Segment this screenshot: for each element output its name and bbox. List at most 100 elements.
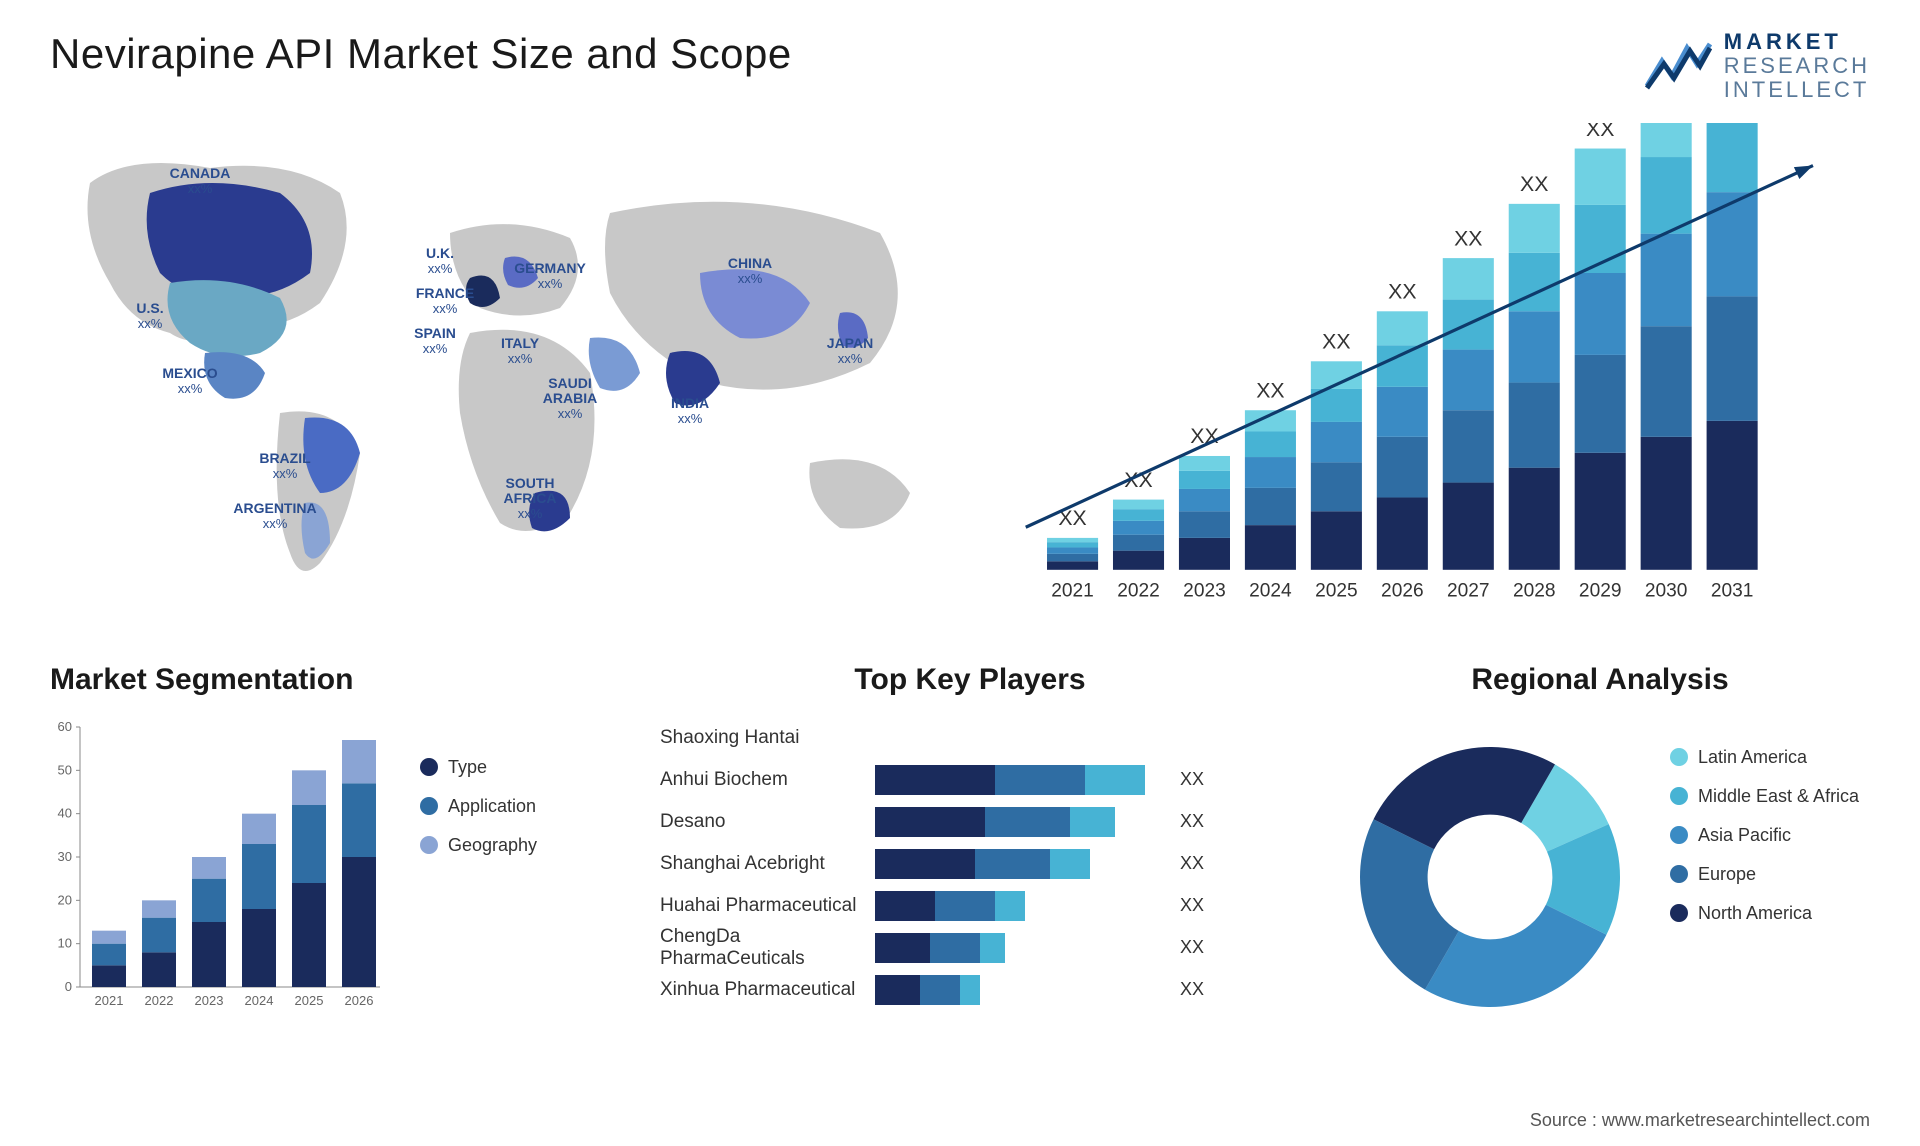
svg-text:SOUTH: SOUTH [506, 475, 555, 491]
player-bar [875, 723, 1165, 753]
legend-item: Asia Pacific [1670, 825, 1870, 846]
svg-text:60: 60 [58, 719, 72, 734]
svg-text:2025: 2025 [295, 993, 324, 1008]
svg-text:2030: 2030 [1645, 580, 1688, 601]
svg-text:2022: 2022 [1117, 580, 1160, 601]
svg-text:xx%: xx% [423, 341, 448, 356]
svg-text:XX: XX [1520, 172, 1548, 196]
svg-text:XX: XX [1454, 226, 1482, 250]
player-bar [875, 807, 1165, 837]
player-bar-segment [875, 849, 975, 879]
svg-text:xx%: xx% [263, 516, 288, 531]
svg-text:GERMANY: GERMANY [514, 260, 586, 276]
logo-text-3: INTELLECT [1724, 78, 1870, 102]
player-value: XX [1180, 811, 1204, 832]
player-bar-segment [930, 933, 980, 963]
logo-text-2: RESEARCH [1724, 54, 1870, 78]
svg-text:xx%: xx% [178, 381, 203, 396]
svg-text:xx%: xx% [738, 271, 763, 286]
svg-text:ARGENTINA: ARGENTINA [233, 500, 316, 516]
svg-text:0: 0 [65, 979, 72, 994]
player-bar-segment [995, 765, 1085, 795]
player-value: XX [1180, 769, 1204, 790]
svg-text:JAPAN: JAPAN [827, 335, 873, 351]
svg-text:2029: 2029 [1579, 580, 1622, 601]
legend-label: Europe [1698, 864, 1756, 885]
player-bar-segment [960, 975, 980, 1005]
player-row: Shaoxing Hantai [660, 717, 1280, 759]
svg-text:2026: 2026 [1381, 580, 1424, 601]
svg-text:MEXICO: MEXICO [162, 365, 217, 381]
svg-text:50: 50 [58, 762, 72, 777]
player-value: XX [1180, 853, 1204, 874]
page-title: Nevirapine API Market Size and Scope [50, 30, 792, 78]
player-name: Desano [660, 811, 860, 833]
legend-label: Asia Pacific [1698, 825, 1791, 846]
players-chart: Shaoxing HantaiAnhui BiochemXXDesanoXXSh… [660, 717, 1280, 1011]
svg-text:U.K.: U.K. [426, 245, 454, 261]
player-bar [875, 975, 1165, 1005]
svg-text:2025: 2025 [1315, 580, 1358, 601]
segmentation-legend: Type Application Geography [420, 717, 610, 1027]
player-value: XX [1180, 979, 1204, 1000]
player-bar [875, 933, 1165, 963]
growth-chart-panel: XX2021XX2022XX2023XX2024XX2025XX2026XX20… [990, 123, 1870, 623]
player-row: ChengDa PharmaCeuticalsXX [660, 927, 1280, 969]
legend-label: Type [448, 757, 487, 778]
logo-text-1: MARKET [1724, 30, 1870, 54]
svg-text:40: 40 [58, 805, 72, 820]
svg-text:xx%: xx% [558, 406, 583, 421]
legend-dot-icon [1670, 865, 1688, 883]
player-row: Desano XX [660, 801, 1280, 843]
donut-chart-svg [1330, 717, 1650, 1037]
legend-label: North America [1698, 903, 1812, 924]
segmentation-panel: Market Segmentation 01020304050602021202… [50, 663, 610, 1037]
player-row: Xinhua Pharmaceutical XX [660, 969, 1280, 1011]
player-bar-segment [1070, 807, 1115, 837]
svg-text:xx%: xx% [138, 316, 163, 331]
source-attribution: Source : www.marketresearchintellect.com [1530, 1110, 1870, 1131]
svg-text:2027: 2027 [1447, 580, 1490, 601]
svg-text:ITALY: ITALY [501, 335, 540, 351]
legend-label: Middle East & Africa [1698, 786, 1859, 807]
players-panel: Top Key Players Shaoxing HantaiAnhui Bio… [660, 663, 1280, 1037]
player-bar-segment [1085, 765, 1145, 795]
player-bar-segment [985, 807, 1070, 837]
svg-text:2022: 2022 [145, 993, 174, 1008]
legend-item: Latin America [1670, 747, 1870, 768]
legend-dot-icon [420, 836, 438, 854]
player-name: Xinhua Pharmaceutical [660, 979, 860, 1001]
player-name: ChengDa PharmaCeuticals [660, 926, 860, 970]
svg-text:xx%: xx% [538, 276, 563, 291]
svg-text:xx%: xx% [428, 261, 453, 276]
svg-text:CHINA: CHINA [728, 255, 772, 271]
legend-label: Application [448, 796, 536, 817]
players-title: Top Key Players [660, 663, 1280, 697]
player-bar-segment [935, 891, 995, 921]
player-bar-segment [920, 975, 960, 1005]
svg-text:2023: 2023 [195, 993, 224, 1008]
legend-label: Latin America [1698, 747, 1807, 768]
brand-logo: MARKET RESEARCH INTELLECT [1642, 30, 1870, 103]
svg-text:FRANCE: FRANCE [416, 285, 474, 301]
regional-legend: Latin America Middle East & Africa Asia Pa… [1650, 717, 1870, 1037]
svg-text:XX: XX [1322, 329, 1350, 353]
player-bar-segment [995, 891, 1025, 921]
player-bar-segment [975, 849, 1050, 879]
legend-item: Geography [420, 835, 610, 856]
svg-text:2023: 2023 [1183, 580, 1226, 601]
legend-dot-icon [1670, 787, 1688, 805]
svg-text:2028: 2028 [1513, 580, 1556, 601]
svg-text:ARABIA: ARABIA [543, 390, 597, 406]
player-bar-segment [1050, 849, 1090, 879]
legend-item: Europe [1670, 864, 1870, 885]
map-region-canada [147, 183, 312, 296]
svg-text:CANADA: CANADA [170, 165, 231, 181]
svg-text:xx%: xx% [518, 506, 543, 521]
regional-panel: Regional Analysis Latin AmericaMiddle Ea… [1330, 663, 1870, 1037]
legend-dot-icon [420, 797, 438, 815]
svg-text:2026: 2026 [345, 993, 374, 1008]
player-bar-segment [875, 807, 985, 837]
legend-dot-icon [420, 758, 438, 776]
growth-chart-svg: XX2021XX2022XX2023XX2024XX2025XX2026XX20… [990, 123, 1870, 623]
